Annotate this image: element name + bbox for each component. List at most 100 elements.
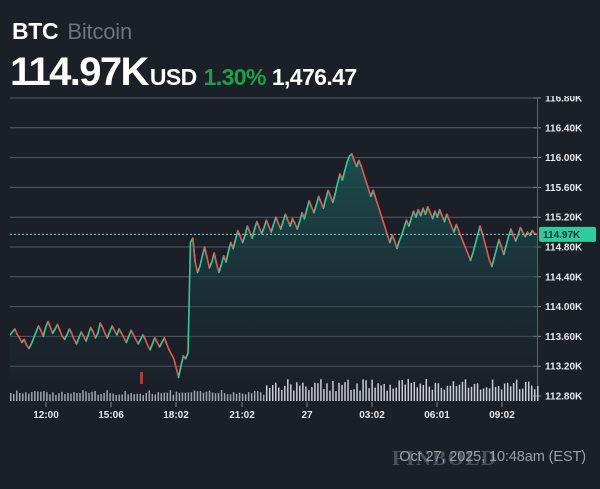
volume-bar [184,392,187,401]
volume-bar [112,393,114,401]
volume-bar [187,392,190,401]
chart-timestamp: Oct 27, 2025, 10:48am (EST) [399,449,586,465]
volume-bar [205,391,208,401]
volume-bar [148,390,151,401]
volume-bar [374,387,376,401]
y-axis-label: 113.20K [545,362,583,373]
y-axis-label: 116.80K [545,96,583,105]
volume-bar [163,392,166,401]
volume-bar [428,386,431,401]
volume-bar [253,390,256,401]
volume-bar [130,393,132,401]
volume-bar [434,382,437,401]
volume-bar [296,382,298,401]
volume-bar [359,390,361,401]
volume-bar [344,382,346,401]
volume-bar [226,394,229,401]
volume-bar [446,385,449,401]
y-axis-label: 115.20K [545,213,583,224]
volume-bar [247,392,250,401]
volume-bar-spike [140,372,143,384]
volume-bar [497,386,500,401]
volume-bar [362,379,364,401]
price-row: 114.97K USD 1.30% 1,476.47 [10,52,357,92]
volume-bar [356,383,358,401]
volume-bar [145,392,148,401]
volume-bar [464,379,467,401]
volume-bar [139,393,141,401]
volume-bar [524,381,527,401]
volume-bar [172,394,175,401]
price-area-fill [10,153,537,386]
volume-bar [79,392,81,401]
volume-bar [109,393,111,401]
volume-bar [256,391,259,401]
volume-bar [229,394,232,401]
volume-bar [85,391,87,401]
current-price-badge: 114.97K [539,226,596,242]
volume-bar [398,380,400,401]
volume-bar [37,391,39,401]
volume-bar [268,387,271,401]
volume-bar [58,393,60,401]
volume-bar [67,392,69,401]
y-axis-label: 112.80K [545,392,583,403]
volume-bar [512,383,515,401]
volume-bar [244,394,247,401]
volume-bar [482,388,485,401]
volume-bar [220,390,223,401]
volume-bar [202,392,205,401]
header: BTC Bitcoin 114.97K USD 1.30% 1,476.47 [0,0,600,96]
volume-bar [40,391,42,401]
volume-bar [314,382,316,401]
volume-bar [347,379,349,401]
volume-bar [368,388,370,401]
volume-bar [49,394,51,401]
volume-bar [190,392,193,401]
volume-bar [521,388,524,401]
volume-bar [323,389,325,401]
ticker-symbol: BTC [12,18,59,44]
volume-bar [199,390,202,401]
volume-bar [61,391,63,401]
volume-bar [217,393,220,401]
y-axis-label: 113.60K [545,332,583,343]
volume-bar [284,385,286,401]
price-chart[interactable]: 112.80K 113.20K 113.60K 114.00K 114.40K 114.8… [0,96,600,470]
volume-bar [488,388,491,401]
volume-bar [317,383,319,401]
volume-bar [365,380,367,401]
volume-bar [91,391,93,401]
x-axis-label: 18:02 [163,410,189,421]
chart-canvas[interactable]: 112.80K 113.20K 113.60K 114.00K 114.40K 114.8… [0,96,600,426]
x-axis-label: 12:00 [33,410,59,421]
volume-bar [371,379,373,401]
volume-bar [350,389,352,401]
volume-bar [473,383,476,401]
volume-bar [419,383,422,401]
volume-bar [500,389,503,401]
volume-bar [271,385,274,401]
volume-bar [82,390,84,401]
x-axis-label: 03:02 [359,410,385,421]
volume-bar [25,392,27,401]
volume-bar [407,379,410,401]
volume-bar [160,393,163,401]
volume-bar [476,383,479,401]
volume-bar [353,389,355,401]
volume-bar [55,394,57,401]
current-price-badge-label: 114.97K [543,230,581,241]
volume-bar [455,386,458,401]
volume-bar [389,384,391,401]
volume-bar [166,392,169,401]
volume-bar [305,386,307,401]
volume-bar [290,384,292,401]
volume-bar [262,394,265,401]
volume-bar [19,392,21,401]
volume-bar [52,392,54,401]
volume-bar [437,383,440,401]
volume-bar [281,389,283,401]
volume-bar [518,389,521,401]
volume-bar [506,382,509,401]
volume-bar [70,393,72,401]
